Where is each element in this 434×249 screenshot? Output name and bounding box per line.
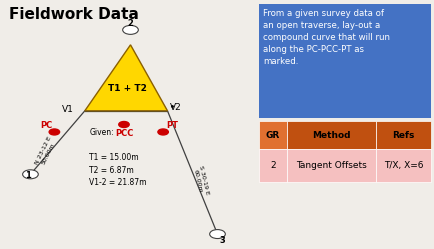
Text: PC: PC [40, 121, 53, 130]
Text: V1: V1 [62, 105, 74, 114]
Text: N 23-12 E
50.00m: N 23-12 E 50.00m [34, 136, 58, 168]
Text: Tangent Offsets: Tangent Offsets [296, 161, 366, 170]
Text: Refs: Refs [391, 130, 414, 140]
Circle shape [49, 129, 59, 135]
Text: GR: GR [265, 130, 279, 140]
Circle shape [158, 129, 168, 135]
FancyBboxPatch shape [258, 149, 286, 182]
Text: Fieldwork Data: Fieldwork Data [9, 7, 138, 22]
Text: V2: V2 [169, 103, 181, 112]
Circle shape [209, 230, 225, 239]
Text: T/X, X=6: T/X, X=6 [383, 161, 422, 170]
Text: S 30-19 E
60.00m: S 30-19 E 60.00m [192, 165, 210, 196]
Circle shape [122, 25, 138, 34]
Text: PCC: PCC [115, 129, 133, 138]
FancyBboxPatch shape [375, 121, 430, 149]
Circle shape [118, 122, 129, 127]
FancyBboxPatch shape [286, 149, 375, 182]
Text: 2: 2 [127, 19, 133, 28]
Text: Given:

T1 = 15.00m
T2 = 6.87m
V1-2 = 21.87m: Given: T1 = 15.00m T2 = 6.87m V1-2 = 21.… [89, 128, 146, 187]
Text: T1 + T2: T1 + T2 [108, 84, 147, 93]
Text: 1: 1 [25, 171, 31, 180]
FancyBboxPatch shape [286, 121, 375, 149]
Polygon shape [85, 45, 167, 111]
Text: Method: Method [312, 130, 350, 140]
FancyBboxPatch shape [258, 121, 286, 149]
Text: 2: 2 [270, 161, 275, 170]
Text: 3: 3 [219, 236, 225, 245]
FancyBboxPatch shape [375, 149, 430, 182]
Circle shape [23, 170, 38, 179]
Text: PT: PT [166, 121, 178, 130]
Text: From a given survey data of
an open traverse, lay-out a
compound curve that will: From a given survey data of an open trav… [263, 9, 389, 66]
FancyBboxPatch shape [258, 4, 430, 118]
